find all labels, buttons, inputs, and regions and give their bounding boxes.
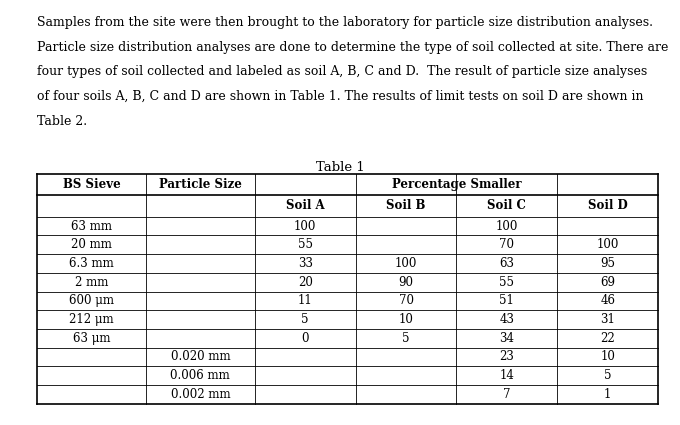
Text: 0: 0: [301, 332, 309, 345]
Text: 600 μm: 600 μm: [69, 295, 114, 307]
Text: 31: 31: [600, 313, 615, 326]
Text: 100: 100: [294, 220, 316, 232]
Text: 212 μm: 212 μm: [69, 313, 114, 326]
Text: 7: 7: [503, 388, 511, 401]
Text: 5: 5: [301, 313, 309, 326]
Text: Particle Size: Particle Size: [159, 178, 242, 191]
Text: 33: 33: [298, 257, 313, 270]
Text: Particle size distribution analyses are done to determine the type of soil colle: Particle size distribution analyses are …: [37, 41, 668, 54]
Text: 46: 46: [600, 295, 615, 307]
Text: of four soils A, B, C and D are shown in Table 1. The results of limit tests on : of four soils A, B, C and D are shown in…: [37, 90, 644, 103]
Text: 55: 55: [298, 238, 313, 251]
Text: four types of soil collected and labeled as soil A, B, C and D.  The result of p: four types of soil collected and labeled…: [37, 65, 647, 79]
Text: 6.3 mm: 6.3 mm: [69, 257, 114, 270]
Text: 0.002 mm: 0.002 mm: [171, 388, 231, 401]
Text: 1: 1: [604, 388, 611, 401]
Text: 63: 63: [499, 257, 514, 270]
Text: 63 mm: 63 mm: [71, 220, 112, 232]
Text: 100: 100: [496, 220, 518, 232]
Text: 2 mm: 2 mm: [75, 276, 108, 289]
Text: 11: 11: [298, 295, 313, 307]
Text: 5: 5: [604, 369, 611, 382]
Text: 34: 34: [499, 332, 514, 345]
Text: Table 1: Table 1: [316, 161, 364, 174]
Text: 10: 10: [600, 351, 615, 363]
Text: 20: 20: [298, 276, 313, 289]
Text: 70: 70: [398, 295, 413, 307]
Text: 20 mm: 20 mm: [71, 238, 112, 251]
Text: 100: 100: [596, 238, 619, 251]
Text: Soil A: Soil A: [286, 199, 324, 212]
Text: 0.006 mm: 0.006 mm: [171, 369, 231, 382]
Text: Samples from the site were then brought to the laboratory for particle size dist: Samples from the site were then brought …: [37, 16, 653, 29]
Text: 5: 5: [403, 332, 410, 345]
Text: BS Sieve: BS Sieve: [63, 178, 120, 191]
Text: Soil D: Soil D: [588, 199, 628, 212]
Text: 10: 10: [398, 313, 413, 326]
Text: 14: 14: [500, 369, 514, 382]
Text: 0.020 mm: 0.020 mm: [171, 351, 231, 363]
Text: 43: 43: [499, 313, 514, 326]
Text: 22: 22: [600, 332, 615, 345]
Text: 90: 90: [398, 276, 413, 289]
Text: 23: 23: [500, 351, 514, 363]
Text: 69: 69: [600, 276, 615, 289]
Text: 63 μm: 63 μm: [73, 332, 110, 345]
Text: 95: 95: [600, 257, 615, 270]
Text: Soil B: Soil B: [386, 199, 426, 212]
Text: Table 2.: Table 2.: [37, 115, 88, 128]
Text: 100: 100: [395, 257, 418, 270]
Text: Soil C: Soil C: [488, 199, 526, 212]
Text: 55: 55: [499, 276, 514, 289]
Text: 51: 51: [500, 295, 514, 307]
Text: Percentage Smaller: Percentage Smaller: [392, 178, 522, 191]
Text: 70: 70: [499, 238, 514, 251]
